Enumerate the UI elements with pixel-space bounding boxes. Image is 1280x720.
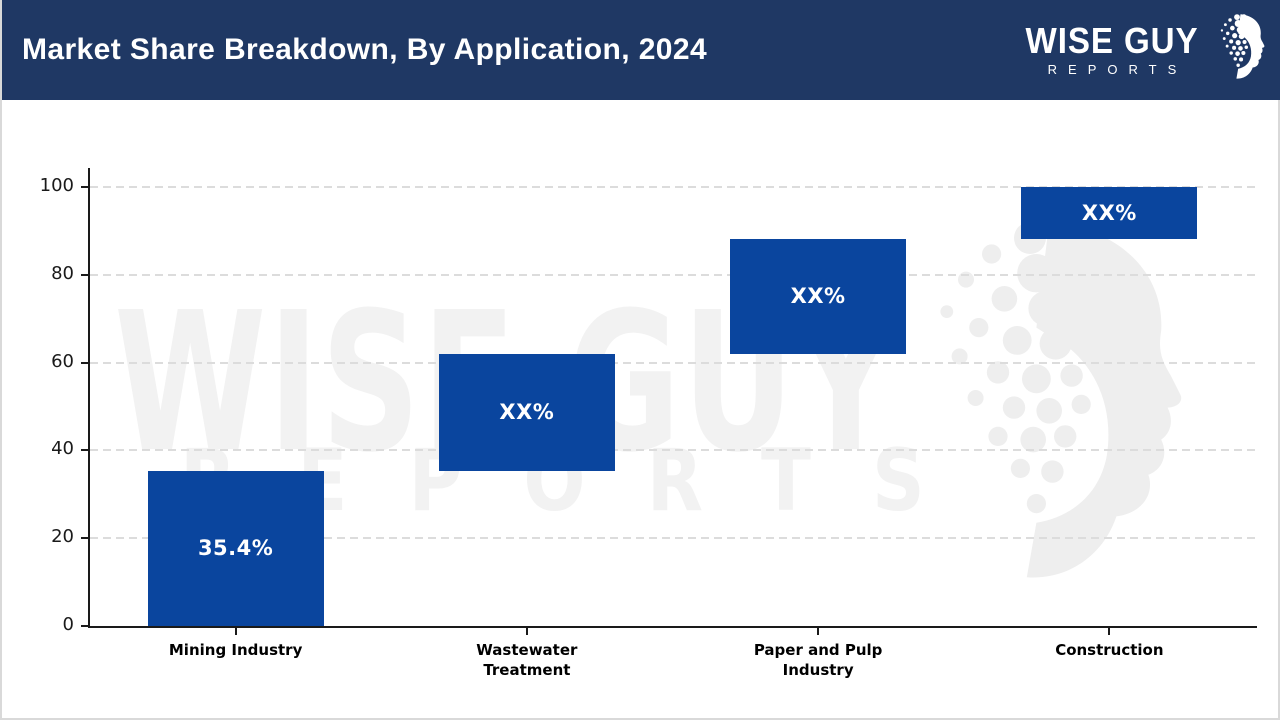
y-tick-label: 40: [51, 438, 74, 460]
bar-4: XX%: [1021, 187, 1198, 239]
y-tick-mark: [81, 449, 89, 452]
y-tick-label: 20: [51, 526, 74, 548]
x-tick-mark: [234, 628, 237, 635]
y-axis-line: [88, 168, 90, 628]
bar-2: XX%: [438, 353, 615, 471]
logo-head-icon: [1220, 14, 1265, 79]
bar-value-label: XX%: [499, 400, 555, 425]
x-tick-mark: [1108, 628, 1111, 635]
y-tick-mark: [81, 273, 89, 276]
chart-title: Market Share Breakdown, By Application, …: [22, 33, 708, 66]
bar-value-label: 35.4%: [197, 536, 274, 561]
x-axis-label: Wastewater Treatment: [476, 641, 578, 679]
y-tick-mark: [81, 361, 89, 364]
x-axis-label: Paper and Pulp Industry: [753, 641, 883, 679]
gridline: [90, 449, 1255, 452]
watermark-head-icon: [940, 222, 1182, 578]
x-axis-label: Mining Industry: [168, 641, 303, 659]
logo-wise-guy-label: WISE GUY: [1025, 20, 1199, 61]
x-axis-line: [88, 626, 1257, 628]
gridline: [90, 186, 1255, 188]
y-tick-mark: [81, 625, 89, 627]
brand-logo-text: WISE GUY REPORTS: [1018, 20, 1206, 78]
gridline: [90, 273, 1255, 276]
bar-3: XX%: [730, 238, 907, 354]
report-header: Market Share Breakdown, By Application, …: [2, 0, 1280, 100]
y-tick-label: 100: [39, 175, 74, 196]
bar-value-label: XX%: [790, 284, 846, 309]
x-tick-mark: [817, 628, 820, 635]
logo-reports-label: REPORTS: [1047, 62, 1188, 77]
x-axis-label: Construction: [1055, 641, 1164, 659]
gridline: [90, 537, 1255, 540]
gridline: [90, 361, 1255, 364]
bar-value-label: XX%: [1081, 200, 1137, 225]
y-tick-label: 0: [62, 614, 74, 635]
x-tick-mark: [525, 628, 528, 635]
brand-logo: WISE GUY REPORTS: [1018, 10, 1266, 88]
y-tick-mark: [81, 186, 89, 188]
bar-1: 35.4%: [147, 470, 324, 626]
y-tick-label: 60: [51, 350, 74, 372]
y-tick-label: 80: [51, 262, 74, 284]
y-tick-mark: [81, 537, 89, 540]
